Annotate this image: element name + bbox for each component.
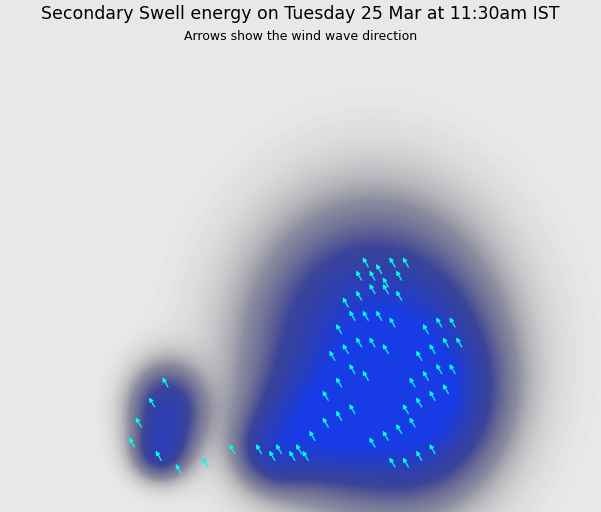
Text: Arrows show the wind wave direction: Arrows show the wind wave direction	[184, 30, 417, 44]
Text: Secondary Swell energy on Tuesday 25 Mar at 11:30am IST: Secondary Swell energy on Tuesday 25 Mar…	[41, 5, 560, 23]
